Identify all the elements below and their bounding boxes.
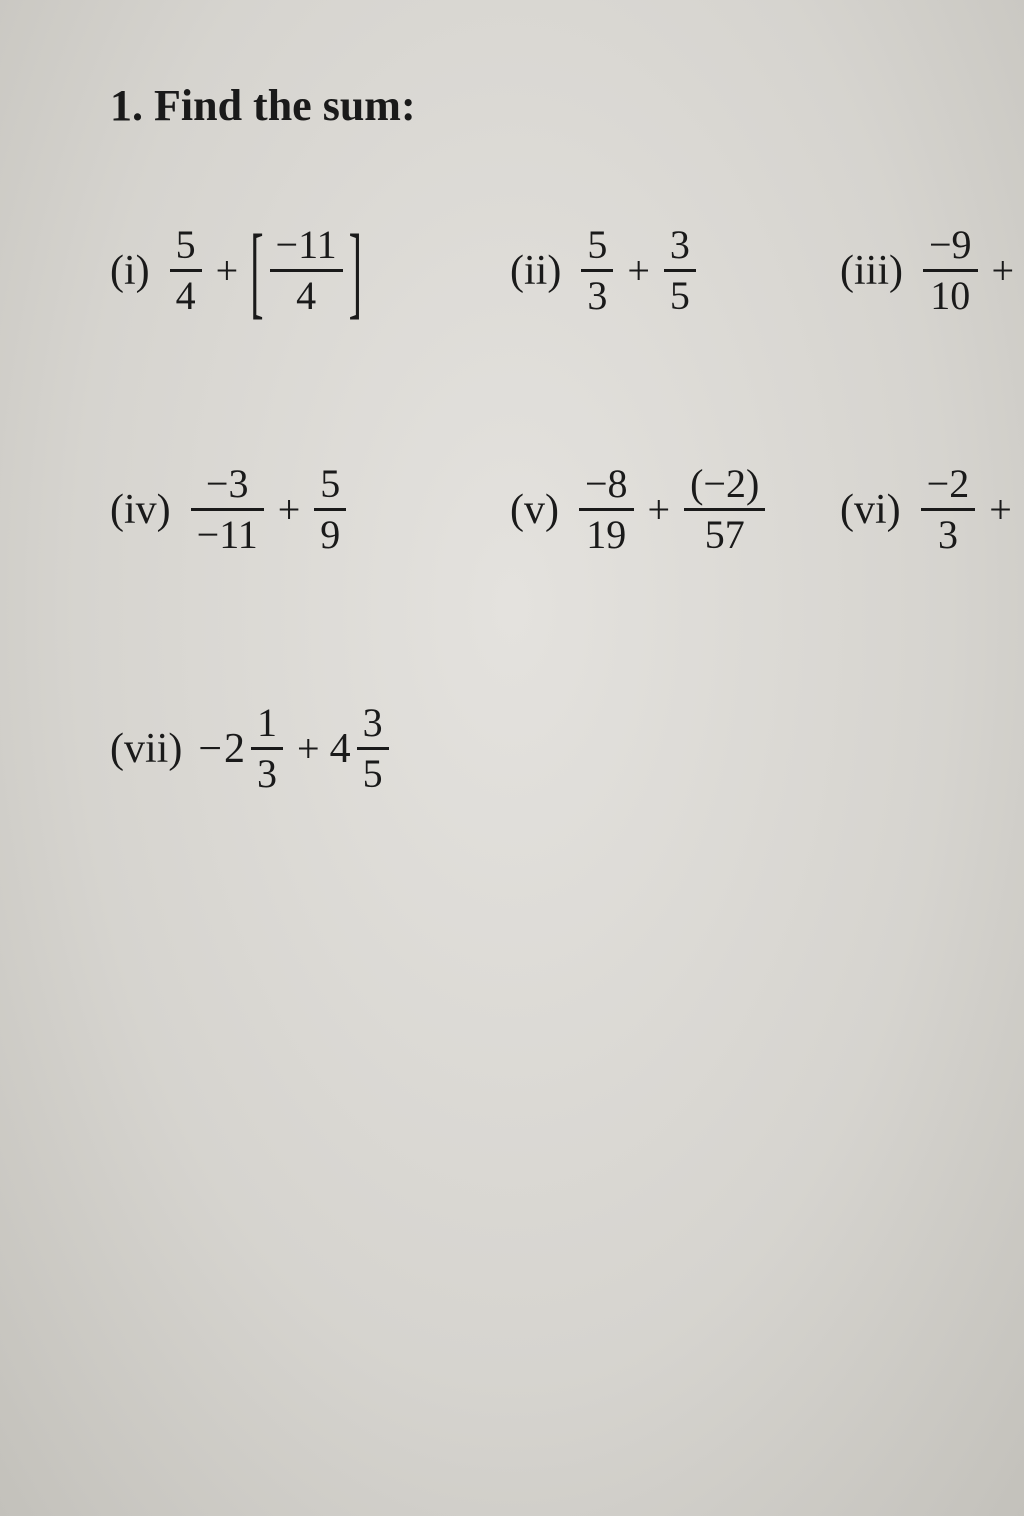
- expression: 53+35: [577, 221, 700, 320]
- denominator: 3: [581, 272, 613, 320]
- operator: +: [992, 247, 1015, 294]
- fraction: 35: [357, 699, 389, 798]
- operator: +: [216, 247, 239, 294]
- problem-row: (vii)−213+435: [110, 699, 934, 798]
- denominator: 57: [699, 511, 751, 559]
- fraction: −3−11: [191, 460, 264, 559]
- problem-label: (i): [110, 247, 150, 295]
- numerator: 1: [251, 699, 283, 747]
- numerator: −3: [200, 460, 255, 508]
- numerator: 5: [581, 221, 613, 269]
- fraction: −23: [921, 460, 976, 559]
- problem: (v) −819 + (−2)57: [510, 460, 840, 559]
- numerator: −2: [921, 460, 976, 508]
- problem-label: (iv): [110, 486, 171, 534]
- operator: +: [627, 247, 650, 294]
- numerator: 5: [170, 221, 202, 269]
- problem: (vii)−213+435: [110, 699, 510, 798]
- denominator: 3: [251, 750, 283, 798]
- page: 1. Find the sum: (i)54+[−114](ii)53+35(i…: [0, 0, 1024, 1516]
- fraction: 13: [251, 699, 283, 798]
- expression: −213+435: [198, 699, 392, 798]
- denominator: 5: [357, 750, 389, 798]
- fraction: −910: [923, 221, 978, 320]
- bracket-close: ]: [349, 209, 362, 331]
- problem-label: (vi): [840, 486, 901, 534]
- denominator: 5: [664, 272, 696, 320]
- problem-label: (ii): [510, 247, 561, 295]
- problem-row: (i)54+[−114](ii)53+35(iii)−910+2215: [110, 221, 934, 320]
- fraction: (−2)57: [684, 460, 765, 559]
- fraction: 53: [581, 221, 613, 320]
- problem-label: (iii): [840, 247, 903, 295]
- whole-part: 2: [224, 725, 245, 773]
- problem: (iv) −3−11 +59: [110, 460, 510, 559]
- expression: −819 + (−2)57: [575, 460, 769, 559]
- numerator: 3: [357, 699, 389, 747]
- denominator: 19: [580, 511, 632, 559]
- mixed-number: −213: [198, 699, 287, 798]
- denominator: −11: [191, 511, 264, 559]
- numerator: −8: [579, 460, 634, 508]
- problem: (i)54+[−114]: [110, 221, 510, 320]
- bracket-open: [: [250, 209, 263, 331]
- denominator: 4: [290, 272, 322, 320]
- fraction: 54: [170, 221, 202, 320]
- expression: −910+2215: [919, 221, 1024, 320]
- numerator: 3: [664, 221, 696, 269]
- problem: (iii)−910+2215: [840, 221, 1024, 320]
- problem-rows: (i)54+[−114](ii)53+35(iii)−910+2215(iv)−…: [110, 221, 934, 798]
- problem: (vi)−23+0: [840, 460, 1024, 559]
- fraction: −819: [579, 460, 634, 559]
- numerator: (−2): [684, 460, 765, 508]
- problem: (ii)53+35: [510, 221, 840, 320]
- denominator: 9: [314, 511, 346, 559]
- sign: −: [198, 725, 222, 773]
- fraction: −114: [270, 221, 343, 320]
- numerator: 5: [314, 460, 346, 508]
- numerator: −11: [270, 221, 343, 269]
- problem-row: (iv)−3−11+59(v)−819+(−2)57(vi)−23+0: [110, 460, 934, 559]
- denominator: 10: [924, 272, 976, 320]
- mixed-number: 435: [330, 699, 393, 798]
- whole-part: 4: [330, 725, 351, 773]
- denominator: 4: [170, 272, 202, 320]
- expression: −23+0: [917, 460, 1024, 559]
- operator: +: [648, 486, 671, 533]
- denominator: 3: [932, 511, 964, 559]
- fraction: 59: [314, 460, 346, 559]
- operator: +: [989, 486, 1012, 533]
- expression: −3−11 +59: [187, 460, 351, 559]
- heading: 1. Find the sum:: [110, 80, 934, 131]
- numerator: −9: [923, 221, 978, 269]
- fraction: 35: [664, 221, 696, 320]
- operator: +: [297, 725, 320, 772]
- operator: +: [278, 486, 301, 533]
- problem-label: (v): [510, 486, 559, 534]
- problem-label: (vii): [110, 725, 182, 773]
- expression: 54+[−114]: [166, 221, 364, 320]
